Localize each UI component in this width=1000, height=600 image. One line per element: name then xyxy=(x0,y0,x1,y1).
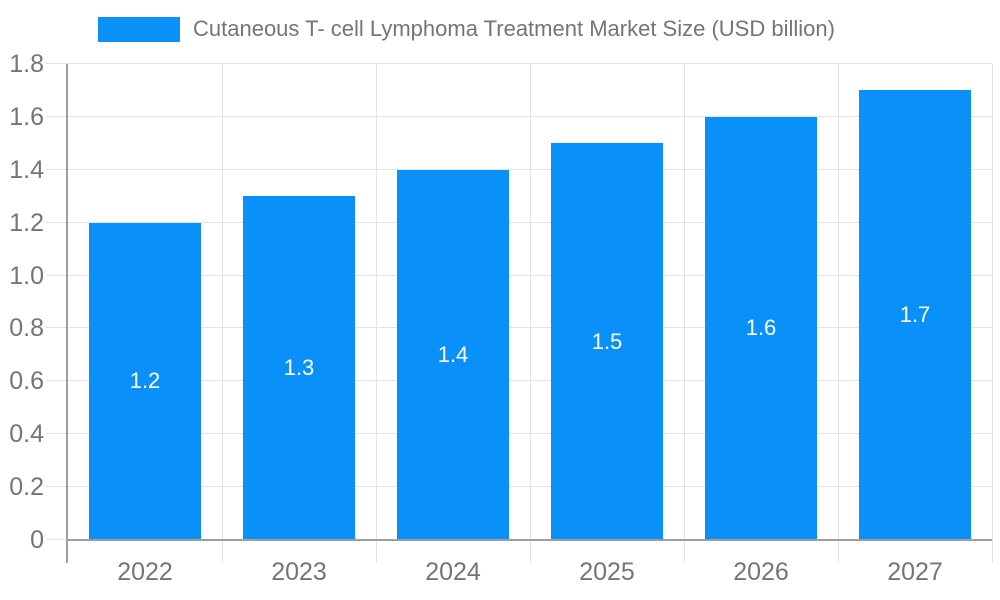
y-tick-label: 1.6 xyxy=(9,103,44,131)
bar xyxy=(859,90,971,540)
gridline-horizontal xyxy=(46,275,992,276)
bar xyxy=(551,143,663,540)
gridline-vertical xyxy=(838,64,839,563)
bar-value-label: 1.7 xyxy=(899,302,931,327)
legend-label: Cutaneous T- cell Lymphoma Treatment Mar… xyxy=(193,16,835,41)
gridline-vertical xyxy=(530,64,531,563)
x-tick-label: 2024 xyxy=(425,558,481,586)
x-tick-label: 2025 xyxy=(579,558,635,586)
y-tick-label: 0.4 xyxy=(9,420,44,448)
gridline-horizontal xyxy=(46,169,992,170)
bar xyxy=(397,170,509,540)
bar-value-label: 1.3 xyxy=(283,355,315,380)
gridline-horizontal xyxy=(46,116,992,117)
gridline-horizontal xyxy=(46,327,992,328)
y-tick-label: 1.8 xyxy=(9,50,44,78)
y-tick-label: 0 xyxy=(30,526,44,554)
bar-value-label: 1.5 xyxy=(591,329,623,354)
x-tick-label: 2022 xyxy=(117,558,173,586)
y-tick-label: 1.4 xyxy=(9,156,44,184)
gridline-horizontal xyxy=(46,433,992,434)
y-tick-label: 1.0 xyxy=(9,262,44,290)
bar-value-label: 1.4 xyxy=(437,342,469,367)
legend: Cutaneous T- cell Lymphoma Treatment Mar… xyxy=(98,15,835,43)
x-tick-label: 2023 xyxy=(271,558,327,586)
gridline-horizontal xyxy=(46,380,992,381)
bar xyxy=(89,223,201,540)
y-tick-label: 1.2 xyxy=(9,209,44,237)
y-tick-label: 0.8 xyxy=(9,314,44,342)
bar-value-label: 1.2 xyxy=(129,368,161,393)
x-tick-label: 2027 xyxy=(887,558,943,586)
y-axis-tick xyxy=(46,539,68,540)
y-tick-label: 0.2 xyxy=(9,473,44,501)
gridline-horizontal xyxy=(46,222,992,223)
bar-value-label: 1.6 xyxy=(745,315,777,340)
x-tick-label: 2026 xyxy=(733,558,789,586)
bar xyxy=(243,196,355,540)
gridline-horizontal xyxy=(46,63,992,64)
legend-swatch xyxy=(98,16,180,42)
gridline-vertical xyxy=(992,64,993,563)
gridline-horizontal xyxy=(46,486,992,487)
x-axis-line xyxy=(66,539,992,541)
gridline-vertical xyxy=(222,64,223,563)
gridline-vertical xyxy=(376,64,377,563)
y-axis-line xyxy=(66,64,68,563)
gridline-vertical xyxy=(684,64,685,563)
bar xyxy=(705,117,817,540)
y-tick-label: 0.6 xyxy=(9,367,44,395)
